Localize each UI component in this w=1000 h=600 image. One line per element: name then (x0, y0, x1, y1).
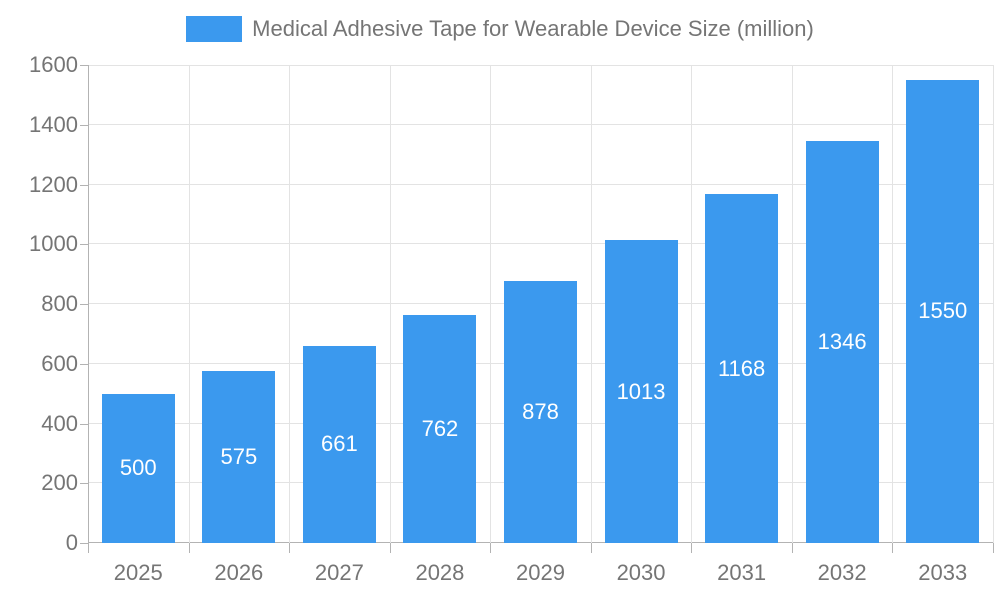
bar-2026[interactable] (202, 371, 276, 543)
y-axis-tick-label: 1400 (29, 111, 78, 137)
y-axis-tick (80, 363, 88, 365)
x-axis-tick (993, 543, 994, 553)
bar-value-label: 1168 (717, 355, 766, 381)
gridline-horizontal (88, 183, 993, 185)
y-axis-tick (80, 184, 88, 186)
gridline-vertical (289, 65, 290, 543)
y-axis-tick (80, 483, 88, 485)
y-axis-tick-label: 600 (41, 350, 78, 376)
x-axis-tick (390, 543, 391, 553)
x-axis-category-label: 2030 (616, 560, 666, 585)
y-axis-tick-label: 1000 (29, 231, 78, 257)
x-axis-tick (490, 543, 491, 553)
bar-2025[interactable] (101, 393, 175, 543)
bar-value-label: 762 (421, 416, 459, 442)
y-axis-line (88, 65, 89, 543)
x-axis-category-label: 2032 (817, 560, 867, 585)
bar-value-label: 1013 (616, 378, 666, 404)
bar-2029[interactable] (504, 280, 577, 543)
bar-value-label: 1346 (817, 328, 867, 354)
legend[interactable]: Medical Adhesive Tape for Wearable Devic… (0, 16, 1000, 42)
gridline-vertical (390, 65, 391, 543)
x-axis-tick (289, 543, 290, 553)
x-axis-tick (792, 543, 793, 553)
bar-value-label: 661 (321, 431, 358, 457)
y-axis-tick-label: 0 (65, 530, 78, 555)
bar-2033[interactable] (906, 79, 980, 543)
bar-value-label: 575 (220, 444, 258, 470)
y-axis-tick (80, 244, 88, 246)
bar-value-label: 500 (119, 455, 157, 481)
gridline-vertical (490, 65, 491, 543)
y-axis-tick (80, 65, 88, 66)
x-axis-category-label: 2027 (314, 560, 364, 585)
bar-value-label: 878 (522, 398, 559, 424)
x-axis-category-label: 2031 (717, 560, 767, 585)
x-axis-tick (591, 543, 592, 553)
x-axis-category-label: 2029 (516, 560, 565, 585)
gridline-vertical (591, 65, 592, 543)
bar-value-label: 1550 (918, 298, 968, 324)
bar-2028[interactable] (403, 315, 477, 543)
x-axis-tick (189, 543, 190, 553)
x-axis-category-label: 2026 (214, 560, 264, 585)
x-axis-tick (691, 543, 692, 553)
legend-swatch-icon (186, 16, 243, 42)
y-axis-tick-label: 1200 (29, 171, 78, 197)
y-axis-tick-label: 1600 (29, 52, 78, 77)
gridline-vertical (892, 65, 893, 543)
legend-label: Medical Adhesive Tape for Wearable Devic… (252, 16, 814, 41)
bar-2027[interactable] (302, 345, 376, 543)
gridline-horizontal (88, 123, 993, 125)
bar-2031[interactable] (705, 194, 779, 543)
gridline-vertical (189, 65, 190, 543)
gridline-vertical (792, 65, 793, 543)
x-axis-tick (88, 543, 89, 553)
y-axis-tick (80, 124, 88, 126)
gridline-horizontal (88, 243, 993, 245)
gridline-vertical (993, 65, 994, 543)
y-axis-tick-label: 400 (41, 410, 78, 436)
x-axis-category-label: 2025 (113, 560, 163, 585)
y-axis-tick (80, 423, 88, 425)
y-axis-tick (80, 304, 88, 305)
bar-2030[interactable] (604, 240, 678, 543)
x-axis-category-label: 2033 (918, 560, 968, 585)
x-axis-tick (892, 543, 893, 553)
y-axis-tick-label: 200 (41, 470, 78, 496)
gridline-vertical (691, 65, 692, 543)
y-axis-tick (80, 543, 88, 544)
plot-area: 0 200 400 600 800 1000 1200 1400 1600 500 2025 575 2… (29, 53, 994, 585)
y-axis-tick-label: 800 (41, 291, 78, 316)
gridline-horizontal (88, 65, 993, 66)
x-axis-category-label: 2028 (415, 560, 465, 585)
bar-2032[interactable] (805, 140, 879, 543)
